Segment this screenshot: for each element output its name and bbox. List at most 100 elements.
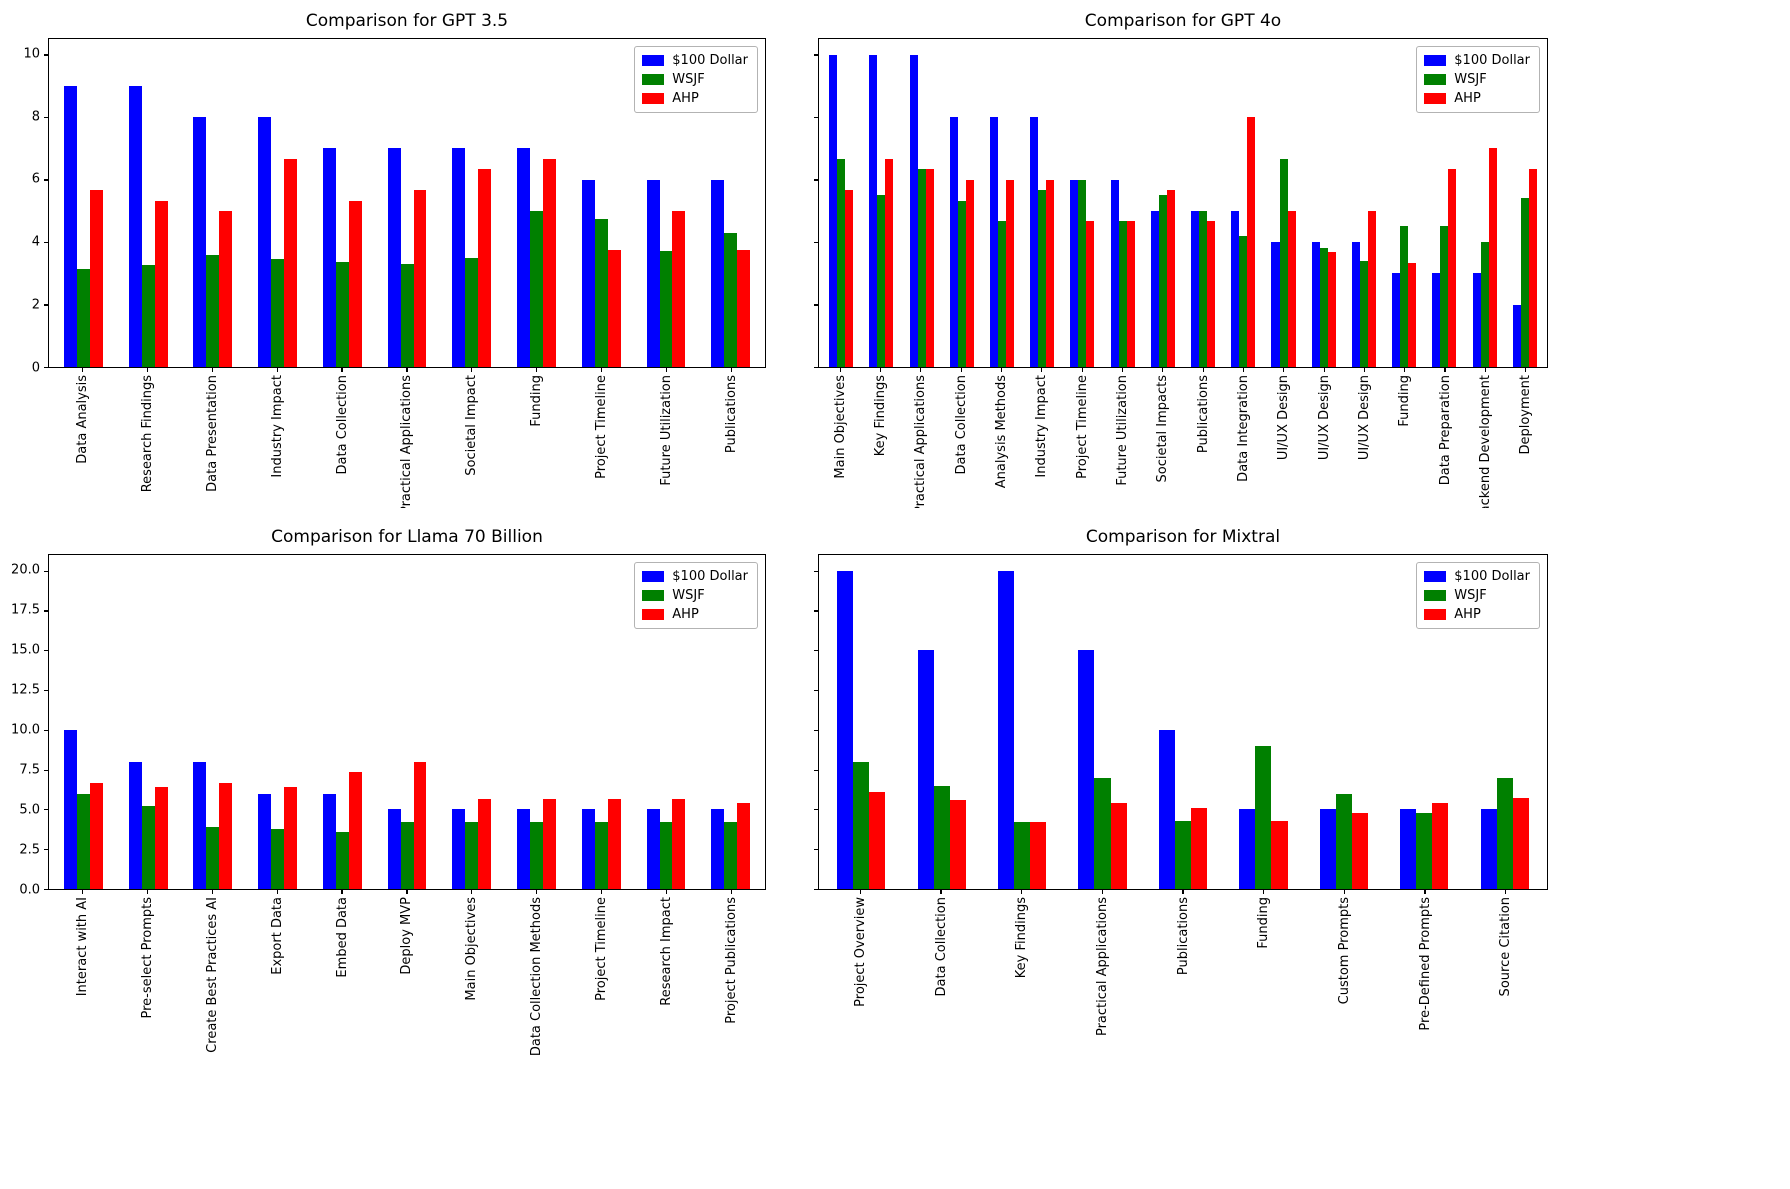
x-tick-mark — [1263, 890, 1265, 894]
x-tick-mark — [1182, 890, 1184, 894]
bar-group — [821, 39, 861, 367]
chart-title: Comparison for GPT 3.5 — [305, 11, 509, 31]
x-tick: UI/UX Design — [1264, 368, 1304, 508]
plot-area: $100 Dollar WSJF AHP — [814, 554, 1548, 890]
bar-ahp — [737, 249, 751, 367]
x-tick-label: Future Utilization — [659, 375, 675, 486]
bar-ahp — [1488, 148, 1497, 367]
bar-wsjf — [1279, 158, 1288, 367]
x-tick-label: Backend Development — [1477, 375, 1493, 508]
bar-100-dollar — [322, 793, 336, 889]
y-tick-label: 6 — [31, 171, 40, 187]
bar-ahp — [737, 803, 751, 889]
bar-wsjf — [997, 221, 1006, 367]
x-tick: Future Utilization — [1102, 368, 1142, 508]
bar-ahp — [89, 782, 103, 889]
bar-ahp — [869, 791, 886, 889]
legend-swatch — [642, 609, 665, 620]
y-tick-label: 0.0 — [19, 882, 40, 898]
bar-wsjf — [76, 268, 90, 367]
y-tick-mark — [44, 690, 48, 692]
legend-item: $100 Dollar — [642, 51, 748, 70]
legend-item: WSJF — [1424, 70, 1530, 89]
x-tick: UI/UX Design — [1344, 368, 1384, 508]
bar-ahp — [413, 189, 427, 367]
x-tick-mark — [730, 890, 733, 894]
bar-100-dollar — [997, 570, 1015, 889]
y-tick-label: 17.5 — [11, 602, 40, 618]
legend-item: WSJF — [642, 586, 748, 605]
legend-label: $100 Dollar — [1454, 53, 1530, 68]
bar-group — [1384, 555, 1464, 889]
x-tick: Key Findings — [860, 368, 900, 508]
x-tick-label: Industry Impact — [1034, 375, 1050, 478]
y-tick-mark — [814, 570, 818, 572]
x-axis: Data Analysis Research Findings Data Prese… — [48, 368, 766, 508]
y-tick-mark — [44, 610, 48, 612]
bar-100-dollar — [258, 793, 272, 889]
bar-100-dollar — [517, 809, 531, 889]
x-tick-mark — [859, 890, 861, 894]
x-tick-mark — [1081, 368, 1083, 372]
x-tick: Research Findings — [115, 368, 180, 508]
x-tick-mark — [1202, 368, 1204, 372]
x-tick: Funding — [1385, 368, 1425, 508]
x-tick-mark — [879, 368, 882, 372]
x-axis: Main Objectives Key Findings Practical App… — [818, 368, 1548, 508]
x-tick: Practical Applications — [1062, 890, 1143, 1065]
bar-ahp — [1110, 803, 1127, 889]
legend: $100 Dollar WSJF AHP — [1416, 46, 1540, 113]
x-tick: Data Preparation — [1425, 368, 1465, 508]
bar-100-dollar — [829, 54, 838, 367]
bar-100-dollar — [452, 809, 466, 889]
bar-wsjf — [1335, 793, 1352, 889]
legend-swatch — [1424, 571, 1447, 582]
bar-100-dollar — [1512, 304, 1521, 367]
x-tick: Main Objectives — [820, 368, 860, 508]
x-tick: Societal Impacts — [1143, 368, 1183, 508]
legend-label: AHP — [672, 607, 699, 622]
bar-group — [982, 555, 1062, 889]
x-tick-label: Export Data — [269, 897, 285, 975]
legend-item: AHP — [642, 89, 748, 108]
bar-100-dollar — [646, 809, 660, 889]
x-tick-mark — [1363, 368, 1366, 372]
y-tick-mark — [44, 849, 48, 851]
x-tick: Project Timeline — [569, 368, 634, 508]
legend-label: WSJF — [1454, 588, 1487, 603]
bar-ahp — [348, 772, 362, 889]
bar-ahp — [219, 210, 233, 367]
x-tick: Industry Impact — [245, 368, 310, 508]
legend-swatch — [642, 55, 665, 66]
bar-group — [1263, 39, 1303, 367]
bar-group — [1304, 39, 1344, 367]
x-tick-label: Create Best Practices AI — [204, 897, 220, 1053]
x-tick-label: Pre-select Prompts — [139, 897, 155, 1019]
bar-100-dollar — [581, 809, 595, 889]
bar-100-dollar — [1110, 179, 1119, 367]
bar-100-dollar — [1400, 809, 1417, 889]
bar-100-dollar — [1078, 650, 1095, 889]
bar-ahp — [413, 761, 427, 889]
y-tick-mark — [44, 179, 48, 181]
bar-100-dollar — [63, 85, 77, 367]
bar-wsjf — [206, 826, 220, 889]
bar-group — [51, 555, 116, 889]
x-tick-label: Publications — [1175, 897, 1191, 976]
x-tick-label: Data Collection — [334, 375, 350, 475]
legend-swatch — [642, 590, 665, 601]
bar-ahp — [1432, 803, 1449, 889]
x-tick-label: Custom Prompts — [1336, 897, 1352, 1005]
bar-group — [1344, 39, 1384, 367]
bar-group — [1424, 39, 1464, 367]
y-tick-mark — [814, 54, 818, 56]
bar-group — [942, 39, 982, 367]
x-tick-mark — [1343, 890, 1345, 894]
bar-group — [821, 555, 901, 889]
y-tick-label: 15.0 — [11, 642, 40, 658]
bar-group — [634, 39, 699, 367]
bar-group — [901, 555, 981, 889]
x-tick-label: Project Timeline — [594, 897, 610, 1001]
legend: $100 Dollar WSJF AHP — [634, 46, 758, 113]
y-tick-label: 8 — [31, 109, 40, 125]
